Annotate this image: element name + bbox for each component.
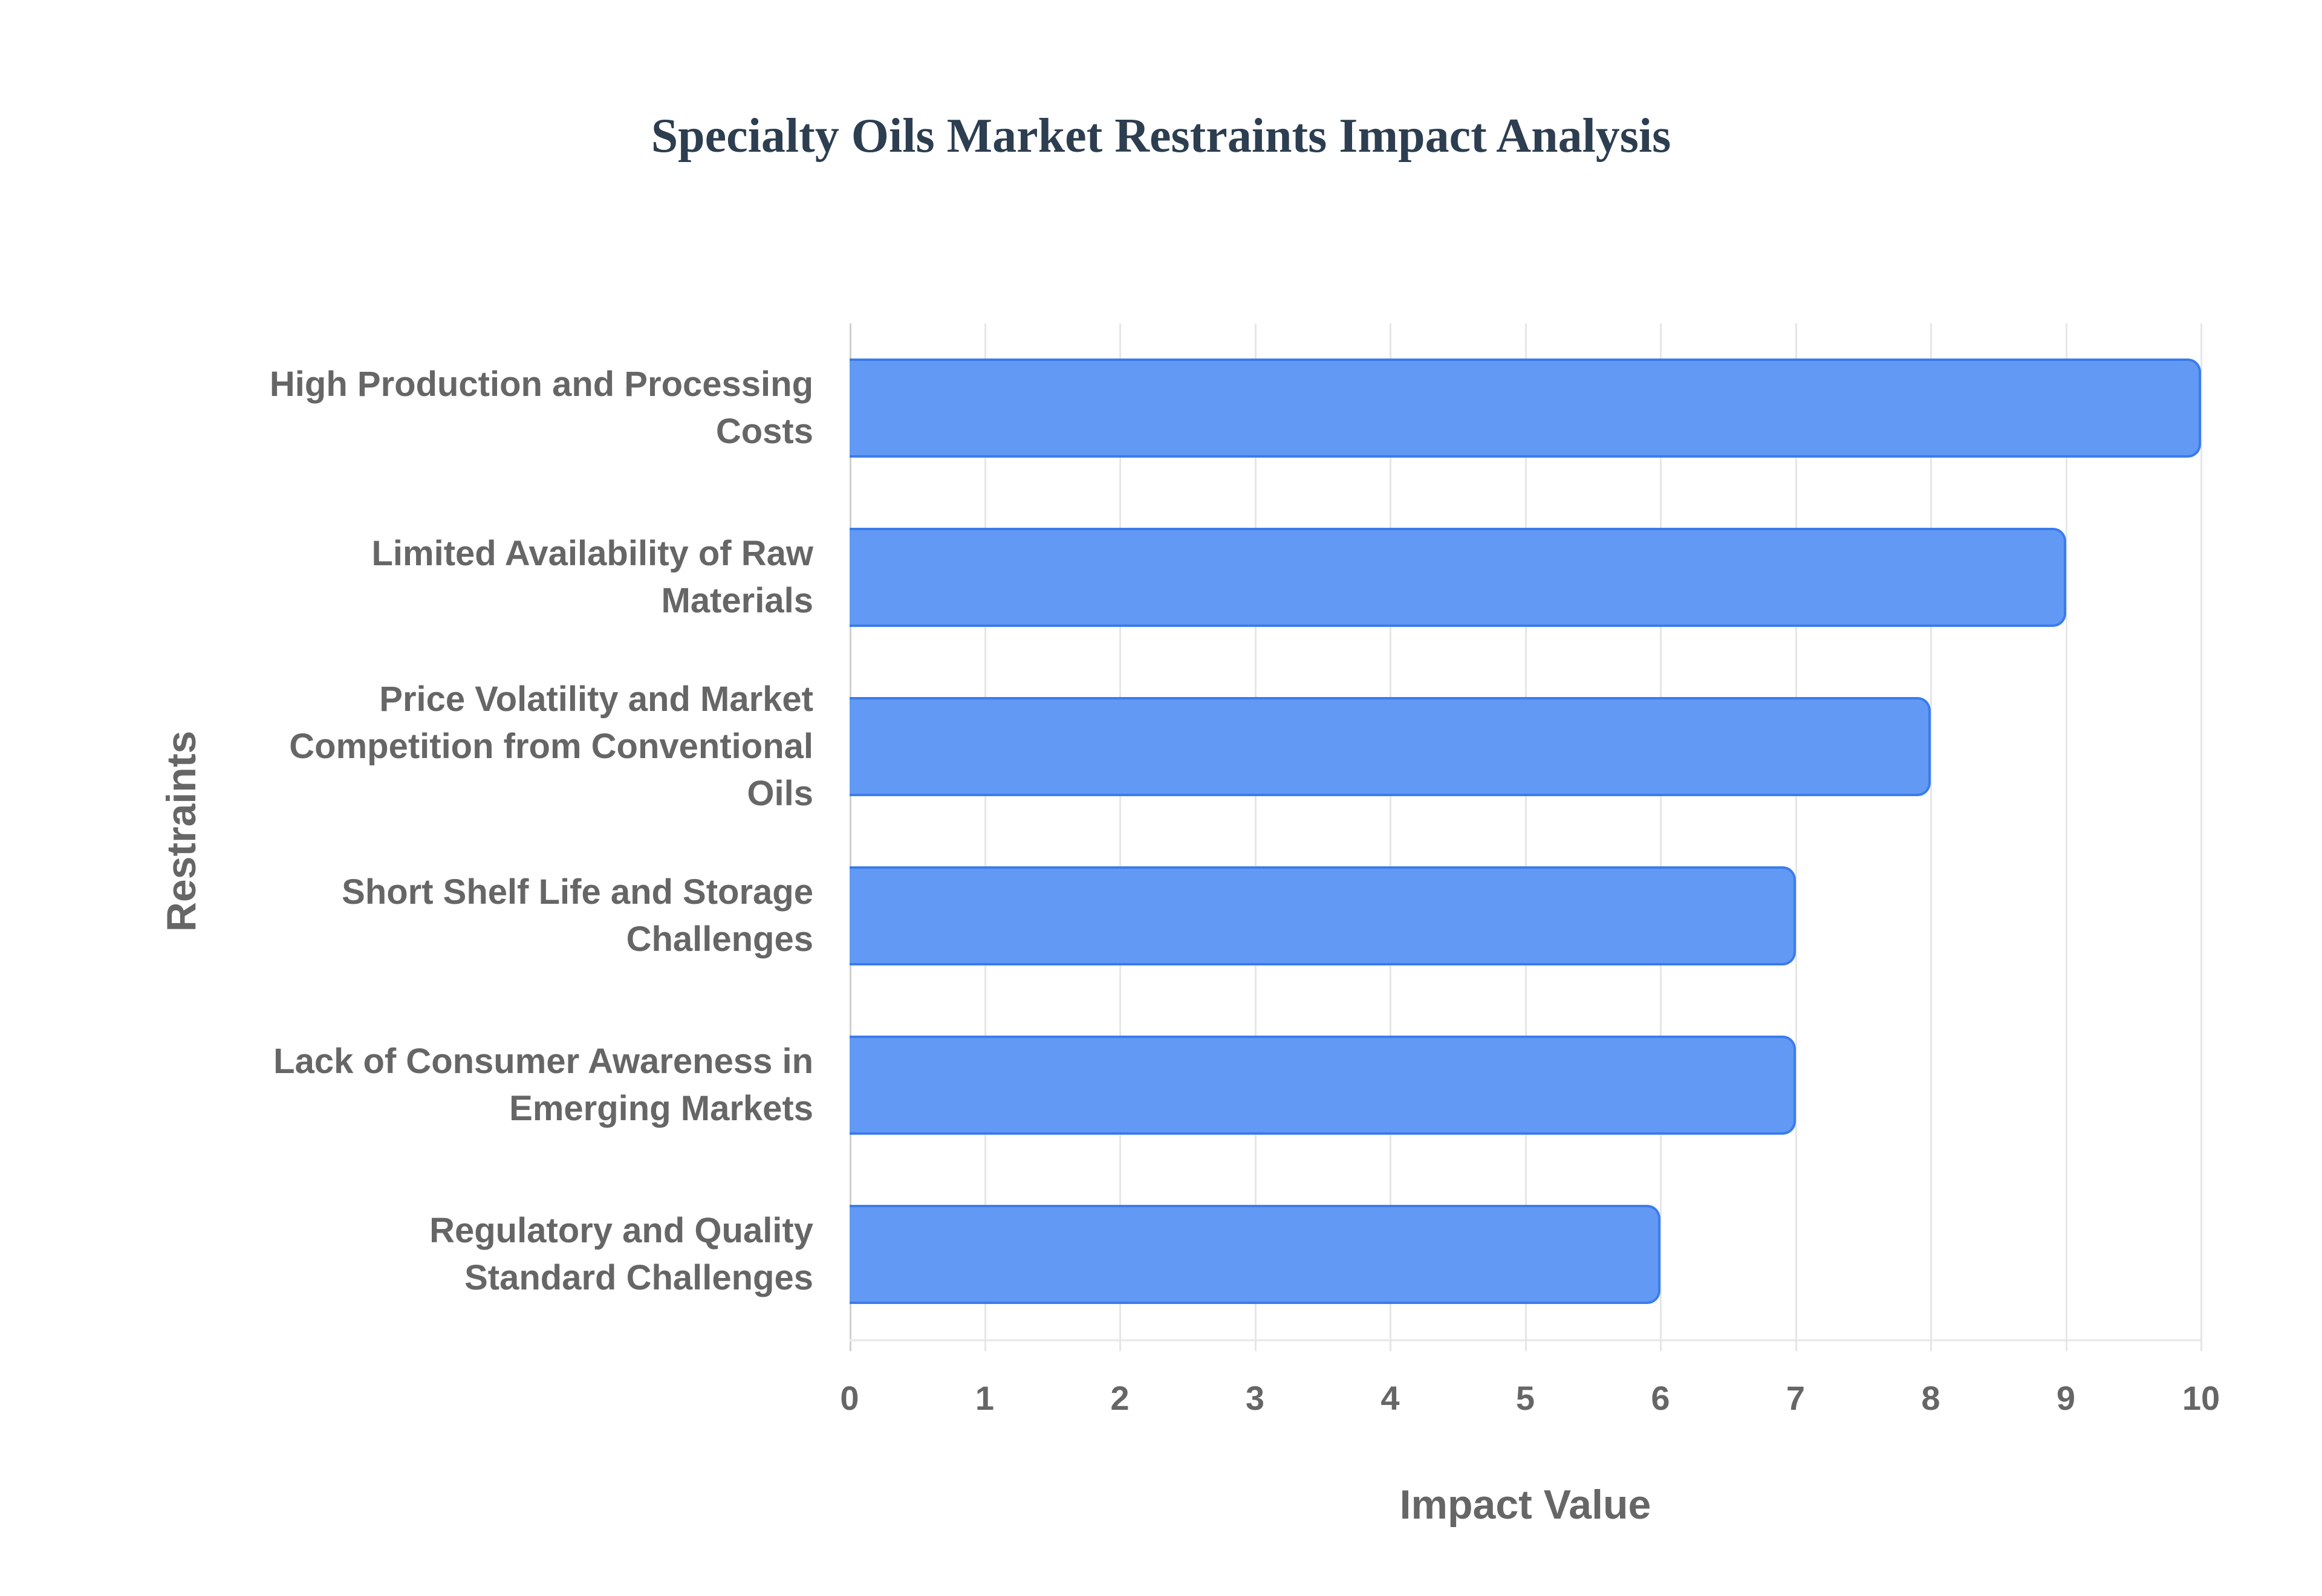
x-tick-label: 6	[1651, 1379, 1670, 1417]
bar[interactable]	[850, 358, 2201, 458]
x-tick-label: 3	[1245, 1379, 1265, 1417]
bar[interactable]	[850, 528, 2066, 627]
x-tick-label: 5	[1515, 1379, 1535, 1417]
y-axis-line	[850, 323, 851, 1351]
y-axis-title: Restraints	[158, 730, 204, 932]
y-tick-label: High Production and Processing Costs	[269, 365, 813, 451]
plot-area	[850, 323, 2202, 1351]
y-tick-label: Regulatory and Quality Standard Challenge…	[429, 1211, 813, 1297]
x-tick-label: 9	[2056, 1379, 2076, 1417]
x-tick-label: 1	[975, 1379, 995, 1417]
x-tick-label: 8	[1921, 1379, 1940, 1417]
x-tick-label: 7	[1786, 1379, 1806, 1417]
x-axis-title: Impact Value	[1399, 1482, 1651, 1528]
gridline	[1660, 323, 1662, 1351]
chart-title: Specialty Oils Market Restraints Impact …	[651, 109, 1671, 163]
y-tick-label: Lack of Consumer Awareness in Emerging Ma…	[273, 1042, 813, 1128]
bar[interactable]	[850, 1205, 1660, 1304]
x-tick-label: 10	[2182, 1379, 2220, 1417]
bar[interactable]	[850, 866, 1796, 965]
x-tick-label: 0	[840, 1379, 859, 1417]
bar[interactable]	[850, 697, 1931, 796]
gridline	[2200, 323, 2202, 1351]
x-tick-label: 2	[1110, 1379, 1130, 1417]
gridline	[984, 323, 986, 1351]
gridline	[1930, 323, 1932, 1351]
x-tick-label: 4	[1381, 1379, 1400, 1417]
gridline	[1795, 323, 1797, 1351]
bar[interactable]	[850, 1036, 1796, 1135]
gridline	[1119, 323, 1121, 1351]
gridline	[1390, 323, 1391, 1351]
gridline	[1254, 323, 1257, 1351]
gridline	[1524, 323, 1527, 1351]
y-tick-label: Limited Availability of Raw Materials	[371, 534, 814, 620]
y-tick-label: Price Volatility and Market Competition f…	[289, 680, 813, 813]
gridline	[2065, 323, 2067, 1351]
y-tick-label: Short Shelf Life and Storage Challenges	[342, 872, 813, 959]
